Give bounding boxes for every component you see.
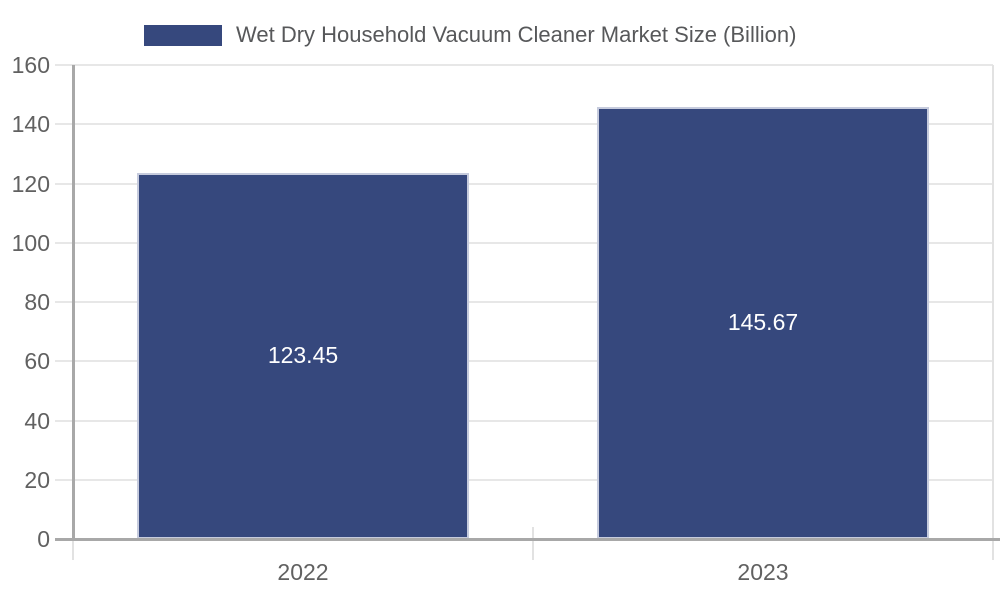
gridline-y-120	[55, 182, 993, 185]
legend-label: Wet Dry Household Vacuum Cleaner Market …	[236, 22, 797, 47]
gridline-y-160	[55, 64, 993, 66]
x-tick-mid	[532, 527, 534, 560]
y-tick-label: 20	[24, 466, 50, 493]
legend-swatch	[144, 24, 222, 46]
y-tick-label: 80	[24, 289, 50, 315]
x-axis-line	[55, 538, 1000, 541]
x-tick-label: 2023	[737, 559, 789, 585]
y-tick-label: 60	[24, 348, 50, 375]
plot-right-border	[992, 65, 994, 560]
bar-2023[interactable]	[597, 107, 929, 539]
y-tick-label: 0	[37, 526, 50, 552]
gridline-y-20	[55, 478, 993, 481]
y-tick-label: 40	[24, 407, 50, 434]
y-tick-label: 120	[11, 170, 50, 197]
y-tick-label: 140	[11, 111, 50, 138]
x-tick-left	[72, 539, 74, 560]
bar-value-label: 123.45	[267, 342, 339, 369]
gridline-y-60	[55, 360, 993, 363]
x-tick-label: 2022	[277, 559, 329, 585]
y-axis-line	[72, 65, 75, 539]
gridline-y-100	[55, 241, 993, 244]
gridline-y-140	[55, 123, 993, 126]
y-tick-label: 100	[11, 229, 50, 256]
bar-2022[interactable]	[137, 173, 469, 539]
gridline-y-40	[55, 419, 993, 422]
bar-value-label: 145.67	[727, 309, 799, 336]
legend-item[interactable]: Wet Dry Household Vacuum Cleaner Market …	[144, 14, 796, 56]
gridline-y-80	[55, 301, 993, 303]
y-tick-label: 160	[11, 52, 50, 78]
